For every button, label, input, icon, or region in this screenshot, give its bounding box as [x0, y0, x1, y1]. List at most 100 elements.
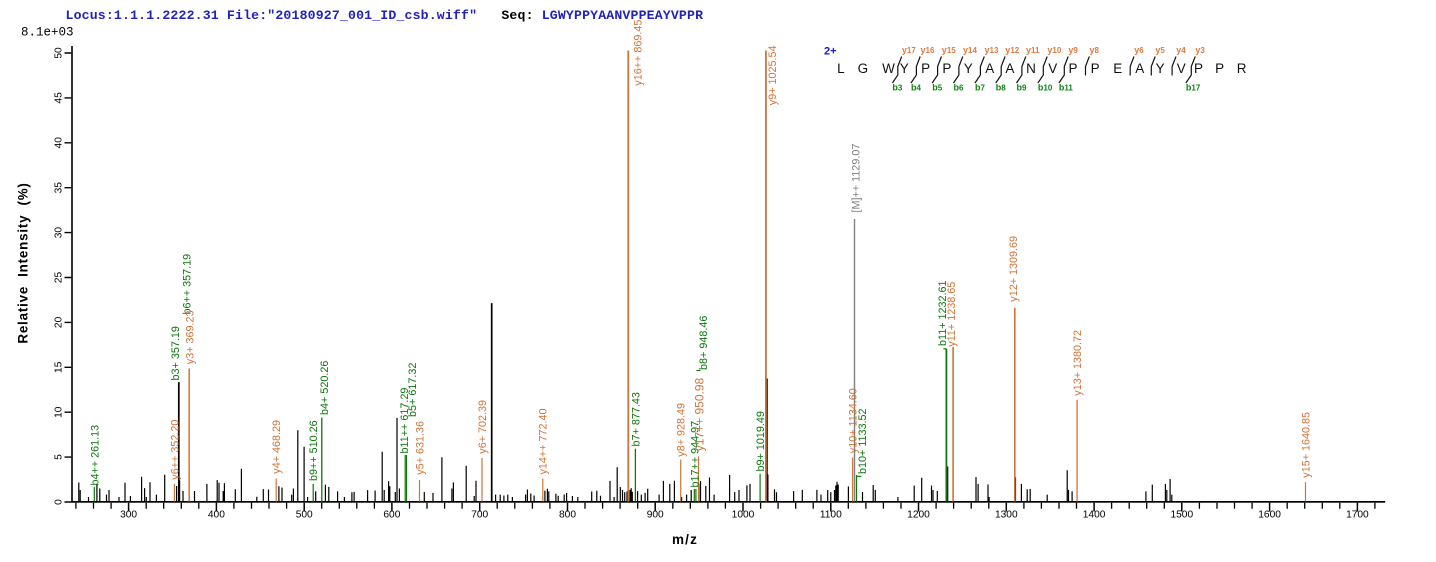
svg-text:y3+ 369.23: y3+ 369.23	[185, 310, 197, 364]
svg-text:y9: y9	[1068, 45, 1078, 55]
svg-text:b6: b6	[954, 83, 965, 93]
svg-text:1300: 1300	[995, 510, 1018, 521]
svg-text:800: 800	[559, 510, 576, 521]
svg-text:2+: 2+	[824, 46, 837, 58]
svg-text:1400: 1400	[1083, 510, 1106, 521]
svg-text:b6++ 357.19: b6++ 357.19	[181, 254, 193, 315]
svg-text:y4: y4	[1176, 45, 1186, 55]
svg-text:b5: b5	[932, 83, 943, 93]
svg-text:y9+ 1025.54: y9+ 1025.54	[767, 45, 779, 105]
svg-text:R: R	[1237, 61, 1247, 76]
svg-text:20: 20	[54, 316, 65, 328]
svg-text:700: 700	[471, 510, 488, 521]
svg-text:b3: b3	[892, 83, 903, 93]
svg-text:E: E	[1113, 61, 1122, 76]
svg-text:b11++ 617.29: b11++ 617.29	[399, 388, 411, 454]
svg-text:A: A	[1005, 61, 1014, 76]
svg-text:y16++ 869.45: y16++ 869.45	[633, 20, 645, 86]
svg-text:b9++ 510.26: b9++ 510.26	[308, 420, 320, 481]
svg-text:b11: b11	[1059, 83, 1074, 93]
svg-text:y14++ 772.40: y14++ 772.40	[538, 408, 550, 474]
svg-text:500: 500	[296, 510, 313, 521]
svg-text:b17++ 944.97: b17++ 944.97	[690, 421, 702, 488]
svg-text:0: 0	[54, 499, 65, 505]
svg-text:y15: y15	[942, 45, 956, 55]
svg-text:15: 15	[54, 361, 65, 373]
svg-text:b9+ 1019.49: b9+ 1019.49	[755, 411, 767, 471]
svg-text:1700: 1700	[1346, 510, 1369, 521]
svg-text:400: 400	[208, 510, 225, 521]
svg-text:b10+ 1133.52: b10+ 1133.52	[857, 408, 869, 474]
svg-text:b9: b9	[1017, 83, 1028, 93]
svg-text:y6++ 352.20: y6++ 352.20	[169, 420, 181, 480]
svg-text:y17++ 950.98: y17++ 950.98	[692, 377, 706, 451]
svg-text:30: 30	[54, 227, 65, 239]
svg-text:b7: b7	[975, 83, 986, 93]
svg-text:1000: 1000	[732, 510, 755, 521]
svg-text:y13: y13	[985, 45, 999, 55]
svg-text:Locus:1.1.1.2222.31 File:"2018: Locus:1.1.1.2222.31 File:"20180927_001_I…	[66, 8, 704, 23]
svg-text:600: 600	[383, 510, 400, 521]
svg-text:45: 45	[54, 92, 65, 104]
svg-text:P: P	[1215, 61, 1224, 76]
svg-text:1100: 1100	[820, 510, 842, 521]
svg-text:y12+ 1309.69: y12+ 1309.69	[1008, 236, 1020, 302]
svg-text:L: L	[837, 61, 845, 76]
svg-text:y11: y11	[1026, 45, 1040, 55]
svg-text:25: 25	[54, 272, 65, 284]
svg-text:b8+ 948.46: b8+ 948.46	[698, 316, 710, 370]
svg-text:P: P	[1194, 61, 1203, 76]
svg-text:5: 5	[54, 454, 65, 460]
svg-text:V: V	[1177, 61, 1186, 76]
svg-text:35: 35	[54, 182, 65, 194]
svg-text:Y: Y	[964, 61, 973, 76]
svg-text:b5+ 617.32: b5+ 617.32	[407, 363, 419, 417]
svg-text:P: P	[921, 61, 930, 76]
svg-text:y5+ 631.36: y5+ 631.36	[414, 421, 426, 475]
svg-text:b4+ 520.26: b4+ 520.26	[319, 361, 331, 415]
svg-text:N: N	[1026, 61, 1036, 76]
svg-text:y15+ 1640.85: y15+ 1640.85	[1300, 412, 1312, 478]
svg-text:P: P	[1068, 61, 1077, 76]
svg-text:10: 10	[54, 406, 65, 418]
svg-text:b4++ 261.13: b4++ 261.13	[89, 425, 101, 486]
svg-text:W: W	[882, 61, 895, 76]
svg-text:y12: y12	[1005, 45, 1019, 55]
svg-text:50: 50	[54, 47, 65, 59]
svg-text:y3: y3	[1195, 45, 1205, 55]
svg-text:y8+ 928.49: y8+ 928.49	[676, 403, 688, 457]
svg-text:Y: Y	[1156, 61, 1165, 76]
svg-text:y5: y5	[1155, 45, 1165, 55]
svg-text:y16: y16	[921, 45, 935, 55]
svg-text:1600: 1600	[1258, 510, 1281, 521]
svg-text:y11+ 1238.65: y11+ 1238.65	[946, 282, 958, 347]
svg-text:A: A	[1135, 61, 1144, 76]
svg-text:b8: b8	[996, 83, 1007, 93]
svg-text:900: 900	[647, 510, 664, 521]
svg-text:300: 300	[120, 510, 137, 521]
svg-text:1500: 1500	[1170, 510, 1193, 521]
svg-text:[M]++ 1129.07: [M]++ 1129.07	[850, 144, 862, 213]
svg-text:y17: y17	[902, 45, 916, 55]
svg-text:y6+ 702.39: y6+ 702.39	[477, 400, 489, 454]
svg-text:P: P	[942, 61, 951, 76]
svg-text:y13+ 1380.72: y13+ 1380.72	[1072, 330, 1084, 396]
svg-text:Relative Intensity (%): Relative Intensity (%)	[16, 182, 31, 343]
svg-text:y8: y8	[1090, 45, 1100, 55]
svg-text:y10: y10	[1047, 45, 1061, 55]
svg-text:y10+ 1134.60: y10+ 1134.60	[847, 388, 859, 453]
svg-text:b3+ 357.19: b3+ 357.19	[170, 326, 182, 380]
svg-text:8.1e+03: 8.1e+03	[21, 26, 74, 40]
svg-text:y6: y6	[1134, 45, 1144, 55]
svg-text:b10: b10	[1038, 83, 1053, 93]
svg-text:P: P	[1091, 61, 1100, 76]
svg-text:m/z: m/z	[672, 532, 698, 547]
svg-text:b11+ 1232.61: b11+ 1232.61	[937, 280, 949, 346]
svg-text:V: V	[1048, 61, 1057, 76]
svg-text:1200: 1200	[907, 510, 930, 521]
svg-text:b7+ 877.43: b7+ 877.43	[630, 392, 642, 446]
svg-text:y14: y14	[963, 45, 977, 55]
svg-text:b4: b4	[911, 83, 922, 93]
svg-text:A: A	[985, 61, 994, 76]
svg-text:Y: Y	[900, 61, 909, 76]
